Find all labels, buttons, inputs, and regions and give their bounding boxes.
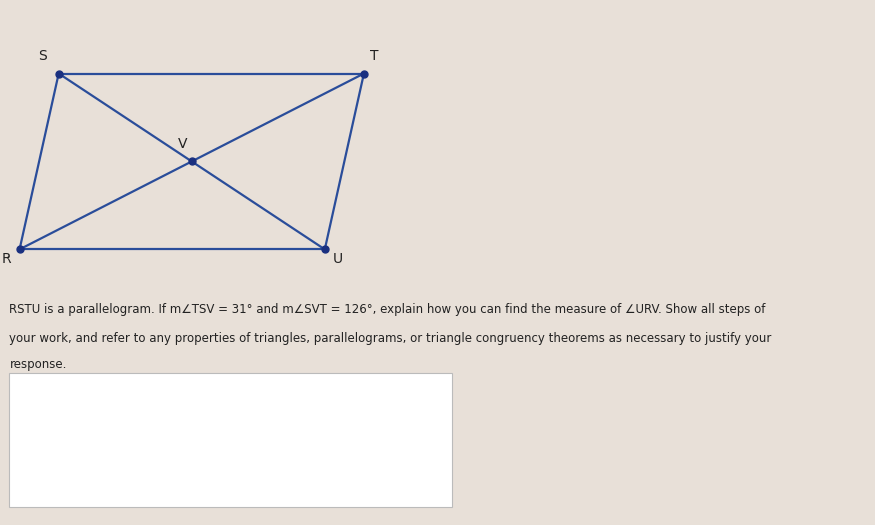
Text: R: R	[2, 252, 11, 266]
FancyBboxPatch shape	[10, 373, 452, 507]
Text: S: S	[38, 49, 47, 63]
Text: response.: response.	[10, 359, 66, 371]
Text: your work, and refer to any properties of triangles, parallelograms, or triangle: your work, and refer to any properties o…	[10, 332, 772, 345]
Text: U: U	[332, 252, 343, 266]
Text: V: V	[178, 137, 188, 151]
Text: T: T	[370, 49, 379, 63]
Text: RSTU is a parallelogram. If m∠TSV = 31° and m∠SVT = 126°, explain how you can fi: RSTU is a parallelogram. If m∠TSV = 31° …	[10, 303, 766, 316]
